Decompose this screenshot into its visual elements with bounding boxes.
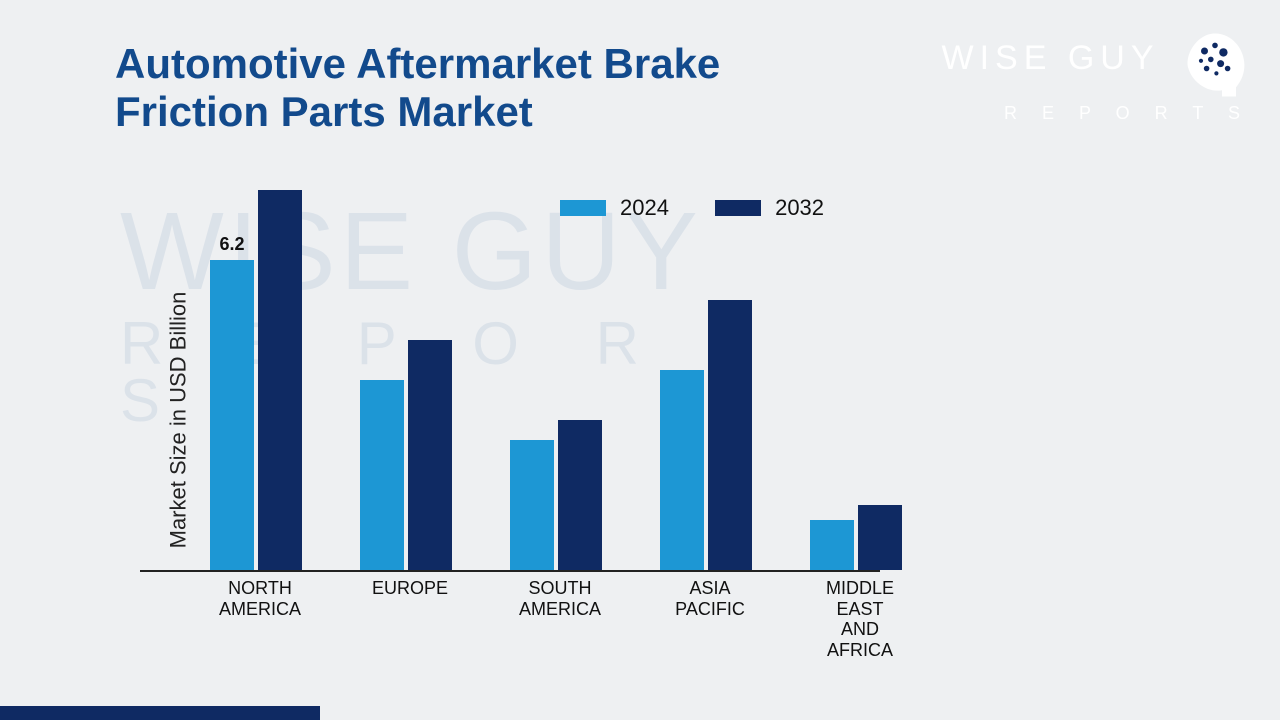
bar-2032 xyxy=(258,190,302,570)
footer-accent-bar xyxy=(0,706,320,720)
plot-area: 6.2NORTHAMERICAEUROPESOUTHAMERICAASIAPAC… xyxy=(140,170,880,570)
bar-2032 xyxy=(858,505,902,570)
brand-line2: R E P O R T S xyxy=(942,104,1250,122)
bar-2032 xyxy=(558,420,602,570)
bar-2024 xyxy=(810,520,854,570)
x-axis-label: MIDDLEEASTANDAFRICA xyxy=(790,578,930,661)
x-axis-label: EUROPE xyxy=(340,578,480,599)
brand-logo: WISE GUY R E P O R T S xyxy=(942,30,1250,122)
x-axis-line xyxy=(140,570,880,572)
brand-head-icon xyxy=(1180,30,1250,100)
bar-2024 xyxy=(360,380,404,570)
x-axis-label: ASIAPACIFIC xyxy=(640,578,780,619)
bar-2032 xyxy=(708,300,752,570)
chart-area: Market Size in USD Billion 6.2NORTHAMERI… xyxy=(60,170,880,670)
brand-line1: WISE GUY xyxy=(942,39,1160,77)
bar-2032 xyxy=(408,340,452,570)
bar-2024: 6.2 xyxy=(210,260,254,570)
bar-2024 xyxy=(660,370,704,570)
bar-2024 xyxy=(510,440,554,570)
chart-title: Automotive Aftermarket Brake Friction Pa… xyxy=(115,40,735,137)
x-axis-label: NORTHAMERICA xyxy=(190,578,330,619)
page-root: WISE GUY R E P O R T S Automotive Afterm… xyxy=(0,0,1280,720)
bar-value-label: 6.2 xyxy=(210,234,254,255)
x-axis-label: SOUTHAMERICA xyxy=(490,578,630,619)
